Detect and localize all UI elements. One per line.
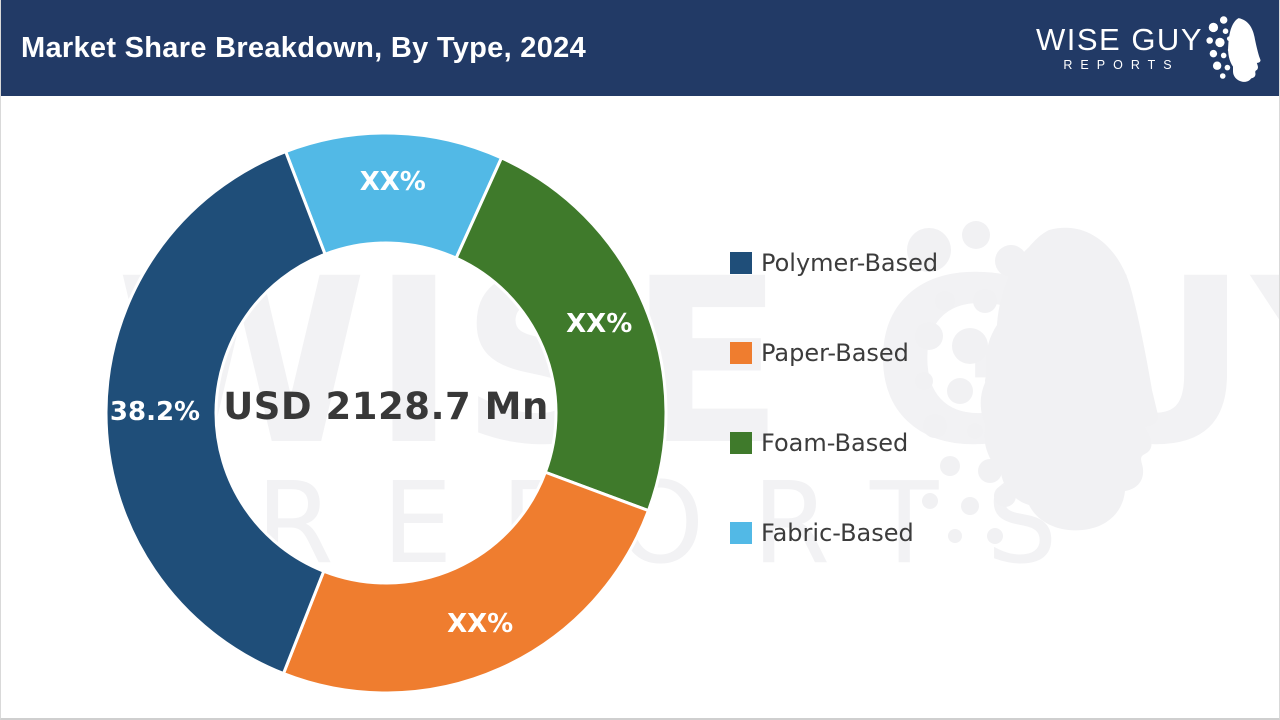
chart-title: Market Share Breakdown, By Type, 2024 <box>21 31 587 64</box>
logo-wise-guy-text: WISE GUY <box>1035 22 1203 57</box>
wise-guy-reports-logo: WISE GUY REPORTS <box>1036 12 1261 84</box>
logo-face-icon <box>1206 16 1261 82</box>
segment-label-polymer-based: 38.2% <box>110 397 200 427</box>
legend-label: Foam-Based <box>761 429 909 457</box>
legend-item: Paper-Based <box>730 339 938 367</box>
chart-legend: Polymer-Based Paper-Based Foam-Based Fabric… <box>730 249 938 609</box>
header-bar: Market Share Breakdown, By Type, 2024 WI… <box>1 0 1279 96</box>
legend-label: Polymer-Based <box>761 249 939 277</box>
legend-label: Fabric-Based <box>761 519 914 547</box>
legend-label: Paper-Based <box>761 339 909 367</box>
logo-text: WISE GUY REPORTS <box>1036 24 1203 72</box>
donut-segment-foam-based <box>454 156 668 513</box>
legend-swatch <box>730 432 752 454</box>
legend-item: Fabric-Based <box>730 519 938 547</box>
legend-item: Polymer-Based <box>730 249 938 277</box>
segment-label-foam-based: XX% <box>566 309 632 339</box>
legend-swatch <box>730 522 752 544</box>
legend-item: Foam-Based <box>730 429 938 457</box>
chart-center-value: USD 2128.7 Mn <box>223 385 549 428</box>
segment-label-paper-based: XX% <box>447 609 513 639</box>
legend-swatch <box>730 342 752 364</box>
donut-segment-polymer-based <box>104 150 327 676</box>
segment-label-fabric-based: XX% <box>360 167 426 197</box>
donut-segment-paper-based <box>281 470 650 695</box>
logo-reports-text: REPORTS <box>1063 58 1180 72</box>
legend-swatch <box>730 252 752 274</box>
